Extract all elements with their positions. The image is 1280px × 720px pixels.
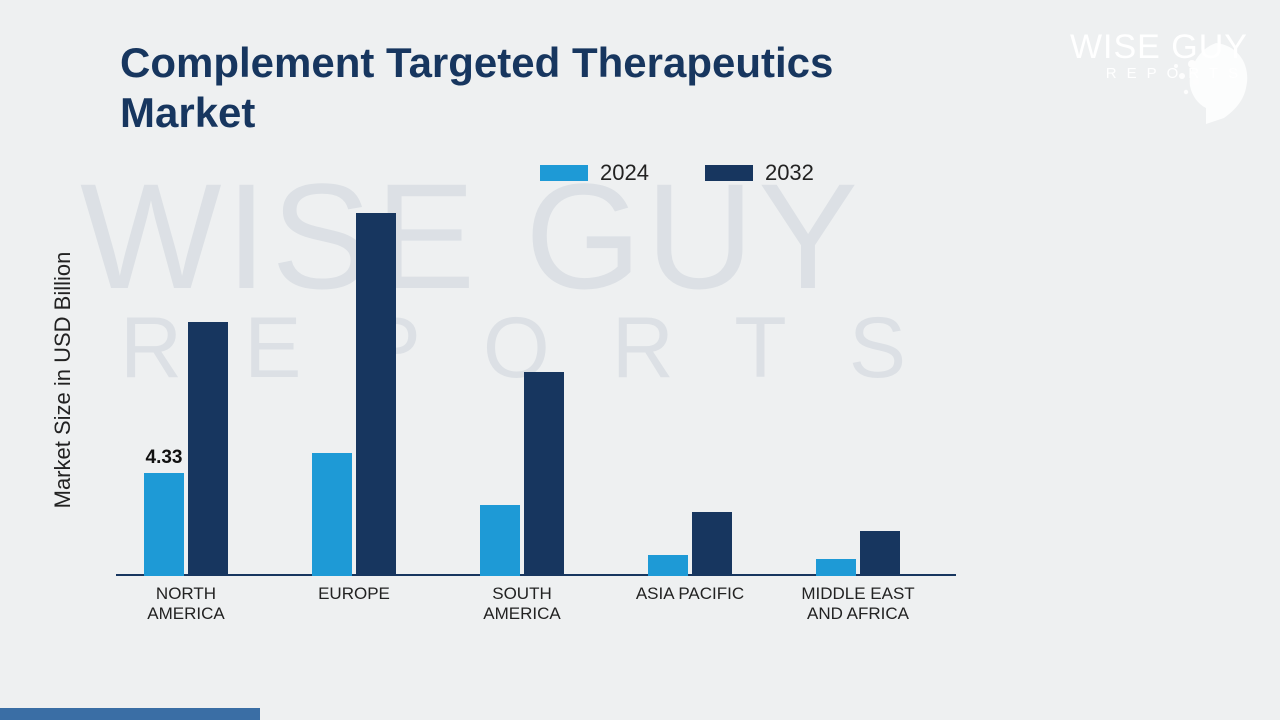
bar-group: SOUTH AMERICA xyxy=(452,196,592,576)
page-title: Complement Targeted Therapeutics Market xyxy=(120,38,860,137)
bar: 4.33 xyxy=(144,473,184,576)
bar xyxy=(860,531,900,576)
brand-logo: WISE GUY REPORTS xyxy=(1070,28,1248,82)
category-label: ASIA PACIFIC xyxy=(620,584,760,604)
bar xyxy=(480,505,520,576)
chart-legend: 2024 2032 xyxy=(540,160,814,186)
category-label: MIDDLE EAST AND AFRICA xyxy=(788,584,928,624)
bar-chart: Market Size in USD Billion 2024 2032 4.3… xyxy=(60,160,980,630)
y-axis-label: Market Size in USD Billion xyxy=(50,190,76,570)
bar-group: 4.33NORTH AMERICA xyxy=(116,196,256,576)
bar xyxy=(524,372,564,576)
bar xyxy=(648,555,688,576)
bar-value-label: 4.33 xyxy=(146,447,183,469)
category-label: SOUTH AMERICA xyxy=(452,584,592,624)
legend-label-2032: 2032 xyxy=(765,160,814,186)
category-label: NORTH AMERICA xyxy=(116,584,256,624)
legend-item-2024: 2024 xyxy=(540,160,649,186)
bar-group: ASIA PACIFIC xyxy=(620,196,760,576)
bar xyxy=(312,453,352,577)
plot-area: 4.33NORTH AMERICAEUROPESOUTH AMERICAASIA… xyxy=(116,196,956,576)
bar xyxy=(356,213,396,576)
legend-swatch-2032 xyxy=(705,165,753,181)
page-root: WISE GUY REPORTS Complement Targeted The… xyxy=(0,0,1280,720)
bar xyxy=(692,512,732,576)
legend-swatch-2024 xyxy=(540,165,588,181)
bottom-accent-bar xyxy=(0,708,260,720)
legend-label-2024: 2024 xyxy=(600,160,649,186)
bar-group: EUROPE xyxy=(284,196,424,576)
head-profile-icon xyxy=(1146,38,1256,128)
bar xyxy=(816,559,856,576)
legend-item-2032: 2032 xyxy=(705,160,814,186)
bar-group: MIDDLE EAST AND AFRICA xyxy=(788,196,928,576)
bar xyxy=(188,322,228,576)
category-label: EUROPE xyxy=(284,584,424,604)
